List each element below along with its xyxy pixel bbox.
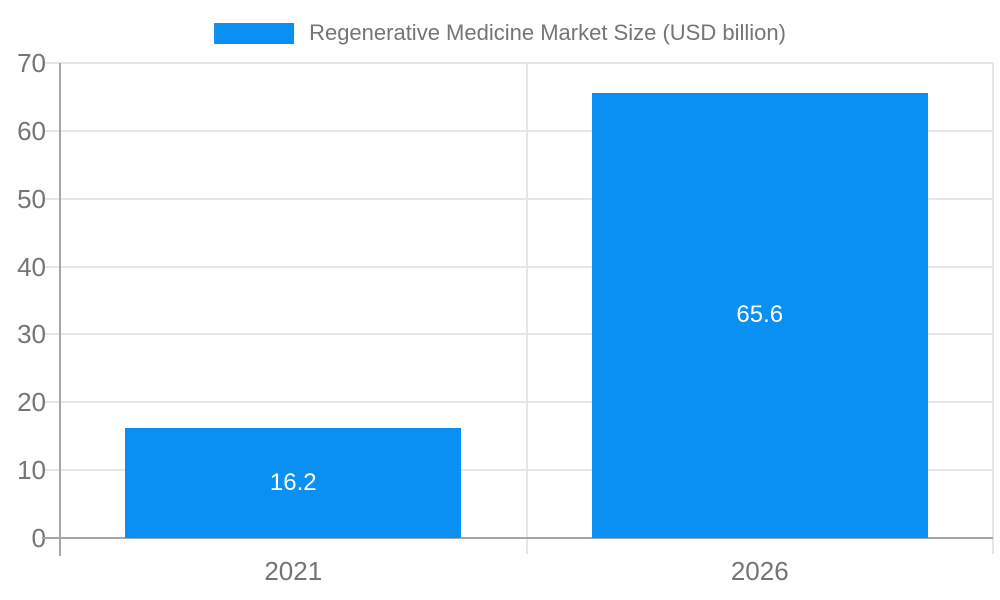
category-boundary-line bbox=[992, 63, 994, 554]
bar-2026 bbox=[591, 92, 928, 538]
gridline bbox=[45, 62, 993, 64]
legend-label: Regenerative Medicine Market Size (USD b… bbox=[309, 20, 786, 45]
y-tick-label: 50 bbox=[17, 183, 46, 214]
gridline bbox=[45, 197, 993, 200]
category-boundary-line bbox=[525, 63, 528, 554]
y-axis-line bbox=[59, 63, 61, 556]
y-tick-label: 70 bbox=[17, 48, 46, 78]
gridline bbox=[45, 401, 993, 404]
legend: Regenerative Medicine Market Size (USD b… bbox=[214, 20, 786, 45]
legend-swatch bbox=[214, 22, 295, 44]
gridline bbox=[45, 469, 993, 472]
bar-value-label: 65.6 bbox=[736, 301, 784, 329]
gridline bbox=[45, 129, 993, 132]
x-axis-baseline bbox=[42, 537, 993, 539]
y-tick-label: 60 bbox=[17, 115, 46, 146]
bar-value-label: 16.2 bbox=[269, 469, 317, 497]
y-tick-label: 30 bbox=[17, 319, 46, 350]
y-tick-label: 0 bbox=[31, 523, 46, 553]
bar-2021 bbox=[125, 428, 462, 538]
gridline bbox=[45, 333, 993, 336]
y-tick-label: 40 bbox=[17, 251, 46, 282]
gridline bbox=[45, 265, 993, 268]
x-tick-label: 2026 bbox=[730, 556, 789, 586]
y-tick-label: 20 bbox=[17, 387, 46, 418]
y-tick-label: 10 bbox=[17, 455, 46, 486]
x-tick-label: 2021 bbox=[264, 556, 323, 586]
plot-area: 0 10 20 30 40 50 60 70 16.2 2021 65.6 2026 bbox=[17, 50, 994, 584]
